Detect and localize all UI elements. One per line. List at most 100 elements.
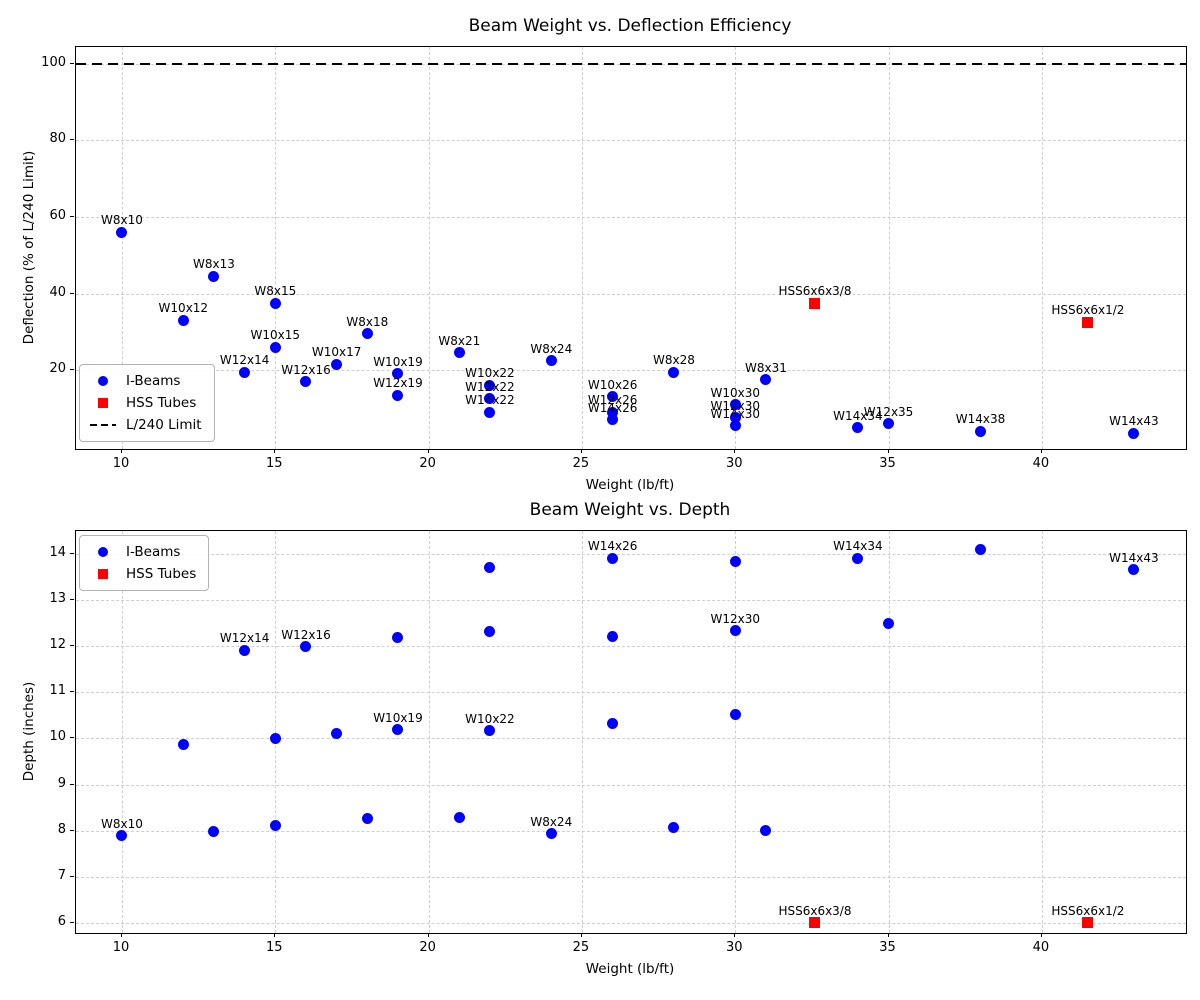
data-point-circle <box>300 376 312 388</box>
point-label: W14x34 <box>833 539 883 554</box>
y-gridline <box>76 646 1186 648</box>
x-tick-label: 35 <box>879 456 896 471</box>
y-tick-mark <box>70 921 74 923</box>
point-label: W14x38 <box>955 412 1006 427</box>
data-point-circle <box>607 717 619 729</box>
x-tick-mark <box>1040 933 1042 937</box>
legend-item: HSS Tubes <box>90 394 202 412</box>
x-gridline <box>735 47 737 449</box>
data-point-circle <box>392 389 404 401</box>
data-point-circle <box>331 727 343 739</box>
y-gridline <box>76 876 1186 878</box>
circle-marker-icon <box>98 547 108 557</box>
y-tick-label: 100 <box>41 54 66 70</box>
x-gridline <box>1041 47 1043 449</box>
point-label: W14x43 <box>1109 550 1159 565</box>
x-tick-mark <box>887 933 889 937</box>
data-point-circle <box>729 709 741 721</box>
point-label: W10x19 <box>373 710 423 725</box>
y-gridline <box>76 370 1186 372</box>
point-label: W8x28 <box>652 353 695 368</box>
x-tick-mark <box>427 933 429 937</box>
x-tick-mark <box>580 449 582 453</box>
data-point-circle <box>269 341 281 353</box>
point-label: W14x34 <box>833 408 883 423</box>
data-point-circle <box>729 420 741 432</box>
y-tick-mark <box>70 599 74 601</box>
x-gridline <box>888 47 890 449</box>
legend-marker-circle <box>90 376 116 386</box>
data-point-circle <box>300 641 312 653</box>
point-label: W14x26 <box>587 400 638 415</box>
data-point-circle <box>453 347 465 359</box>
x-gridline <box>275 47 277 449</box>
x-tick-mark <box>1040 449 1042 453</box>
x-gridline <box>735 531 737 933</box>
y-tick-mark <box>70 369 74 371</box>
x-tick-mark <box>120 449 122 453</box>
data-point-square <box>1082 917 1094 929</box>
y-tick-label: 12 <box>49 637 66 653</box>
point-label: HSS6x6x1/2 <box>1051 303 1125 318</box>
point-label: W10x30 <box>710 385 761 400</box>
x-tick-mark <box>120 933 122 937</box>
y-tick-label: 20 <box>49 361 66 377</box>
data-point-circle <box>116 830 128 842</box>
plot-area: W8x10 W12x14 W12x16 W10x19 W10x22 W8x24 W14x26… <box>75 530 1187 934</box>
point-label: W12x16 <box>281 362 331 377</box>
data-point-circle <box>484 725 496 737</box>
data-point-circle <box>392 368 404 380</box>
y-gridline <box>76 600 1186 602</box>
y-tick-label: 10 <box>49 729 66 745</box>
y-tick-mark <box>70 62 74 64</box>
data-point-circle <box>361 328 373 340</box>
data-point-circle <box>269 297 281 309</box>
y-gridline <box>76 922 1186 924</box>
data-point-circle <box>607 391 619 403</box>
y-tick-label: 80 <box>49 131 66 147</box>
data-point-circle <box>484 406 496 418</box>
x-tick-label: 15 <box>266 940 283 955</box>
y-gridline <box>76 63 1186 65</box>
point-label: HSS6x6x3/8 <box>778 284 852 299</box>
square-marker-icon <box>98 398 108 408</box>
y-tick-label: 13 <box>49 591 66 607</box>
square-marker-icon <box>98 569 108 579</box>
x-tick-label: 40 <box>1032 456 1050 471</box>
y-tick-mark <box>70 737 74 739</box>
y-gridline <box>76 293 1186 295</box>
data-point-circle <box>484 379 496 391</box>
legend-item: I-Beams <box>90 543 196 561</box>
data-point-circle <box>392 724 404 736</box>
data-point-circle <box>208 825 220 837</box>
data-point-circle <box>883 418 895 430</box>
data-point-circle <box>484 626 496 638</box>
y-tick-label: 8 <box>57 821 66 837</box>
point-label: W14x43 <box>1109 414 1159 429</box>
x-tick-label: 20 <box>419 940 436 955</box>
data-point-circle <box>607 406 619 418</box>
y-tick-mark <box>70 875 74 877</box>
y-tick-mark <box>70 292 74 294</box>
data-point-circle <box>484 393 496 405</box>
y-tick-mark <box>70 783 74 785</box>
point-label: W14x26 <box>587 539 638 554</box>
x-tick-mark <box>580 933 582 937</box>
point-label: W10x22 <box>465 366 515 381</box>
y-tick-label: 60 <box>49 207 66 223</box>
data-point-circle <box>239 366 251 378</box>
data-point-circle <box>331 358 343 370</box>
point-label: W8x10 <box>101 213 143 228</box>
x-gridline <box>428 531 430 933</box>
point-label: W8x24 <box>530 341 573 356</box>
y-gridline <box>76 784 1186 786</box>
x-gridline <box>581 531 583 933</box>
x-tick-mark <box>274 933 276 937</box>
x-gridline <box>888 531 890 933</box>
y-gridline <box>76 830 1186 832</box>
data-point-circle <box>1128 564 1140 576</box>
data-point-circle <box>607 414 619 426</box>
point-label: W10x19 <box>373 354 423 369</box>
legend-item: HSS Tubes <box>90 565 196 583</box>
point-label: W12x26 <box>587 393 638 408</box>
